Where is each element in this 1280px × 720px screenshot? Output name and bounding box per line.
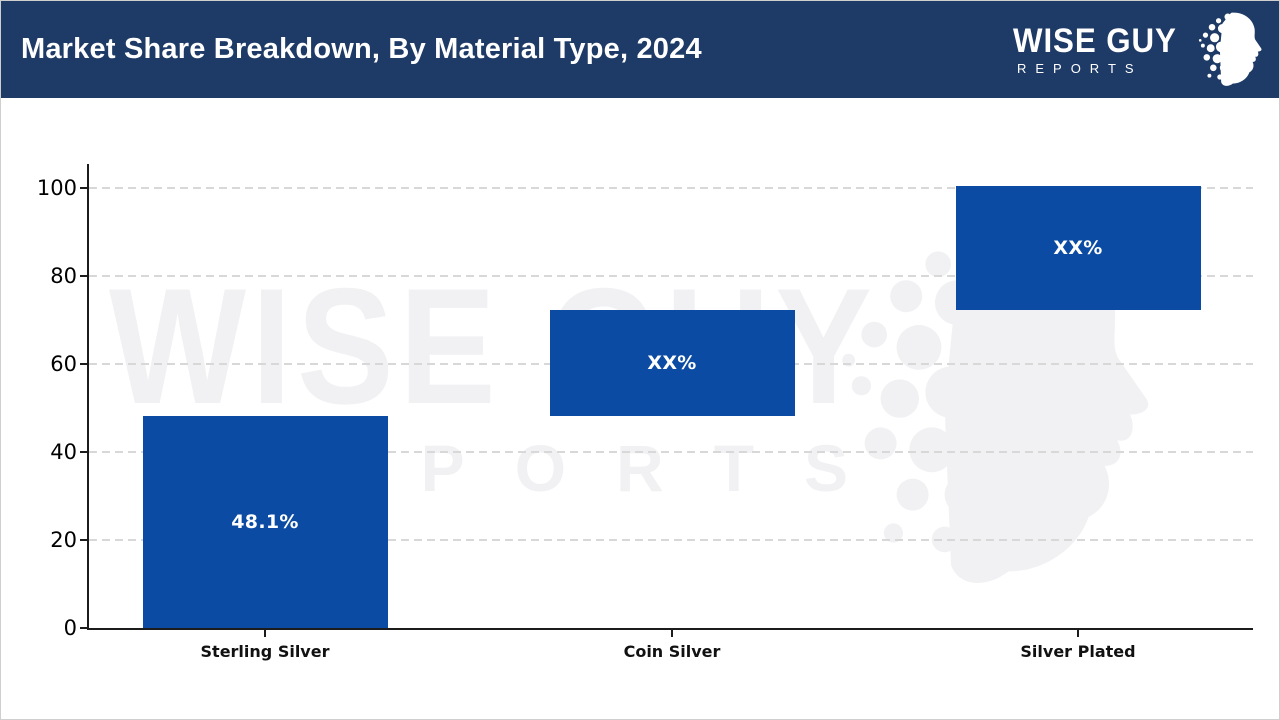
x-tick-0	[264, 630, 266, 637]
wiseguy-face-icon	[1198, 12, 1262, 86]
y-tick-100	[80, 187, 87, 189]
x-tick-1	[671, 630, 673, 637]
y-tick-label-40: 40	[50, 440, 77, 464]
x-category-label: Coin Silver	[623, 642, 721, 661]
bar-sterling-silver: 48.1%	[142, 416, 388, 628]
x-category-label: Sterling Silver	[200, 642, 330, 661]
wiseguy-logo-text: WISE GUY REPORTS	[1013, 24, 1191, 75]
x-category-label: Silver Plated	[1020, 642, 1136, 661]
bar-value-label: XX%	[1053, 237, 1103, 260]
wiseguy-reports-label: REPORTS	[1016, 61, 1143, 76]
y-tick-label-60: 60	[50, 352, 77, 376]
bar-coin-silver: XX%	[549, 309, 795, 417]
bar-value-label: XX%	[647, 352, 697, 375]
y-axis-spine	[87, 164, 89, 630]
y-tick-label-20: 20	[50, 528, 77, 552]
gridline-y40	[89, 451, 1253, 453]
wiseguy-brand-label: WISE GUY	[1012, 22, 1177, 60]
y-tick-label-0: 0	[63, 616, 77, 640]
gridline-y20	[89, 539, 1253, 541]
y-tick-0	[80, 627, 87, 629]
y-tick-label-100: 100	[36, 176, 77, 200]
y-tick-label-80: 80	[50, 264, 77, 288]
y-tick-60	[80, 363, 87, 365]
y-tick-40	[80, 451, 87, 453]
bar-silver-plated: XX%	[955, 186, 1201, 310]
gridline-y80	[89, 275, 1253, 277]
x-axis-spine	[87, 628, 1253, 630]
y-tick-80	[80, 275, 87, 277]
x-tick-2	[1077, 630, 1079, 637]
header-band: Market Share Breakdown, By Material Type…	[1, 1, 1279, 98]
bar-value-label: 48.1%	[231, 511, 299, 534]
wiseguy-logo: WISE GUY REPORTS	[1013, 10, 1267, 89]
chart-title: Market Share Breakdown, By Material Type…	[21, 33, 702, 65]
gridline-y100	[89, 187, 1253, 189]
y-tick-20	[80, 539, 87, 541]
